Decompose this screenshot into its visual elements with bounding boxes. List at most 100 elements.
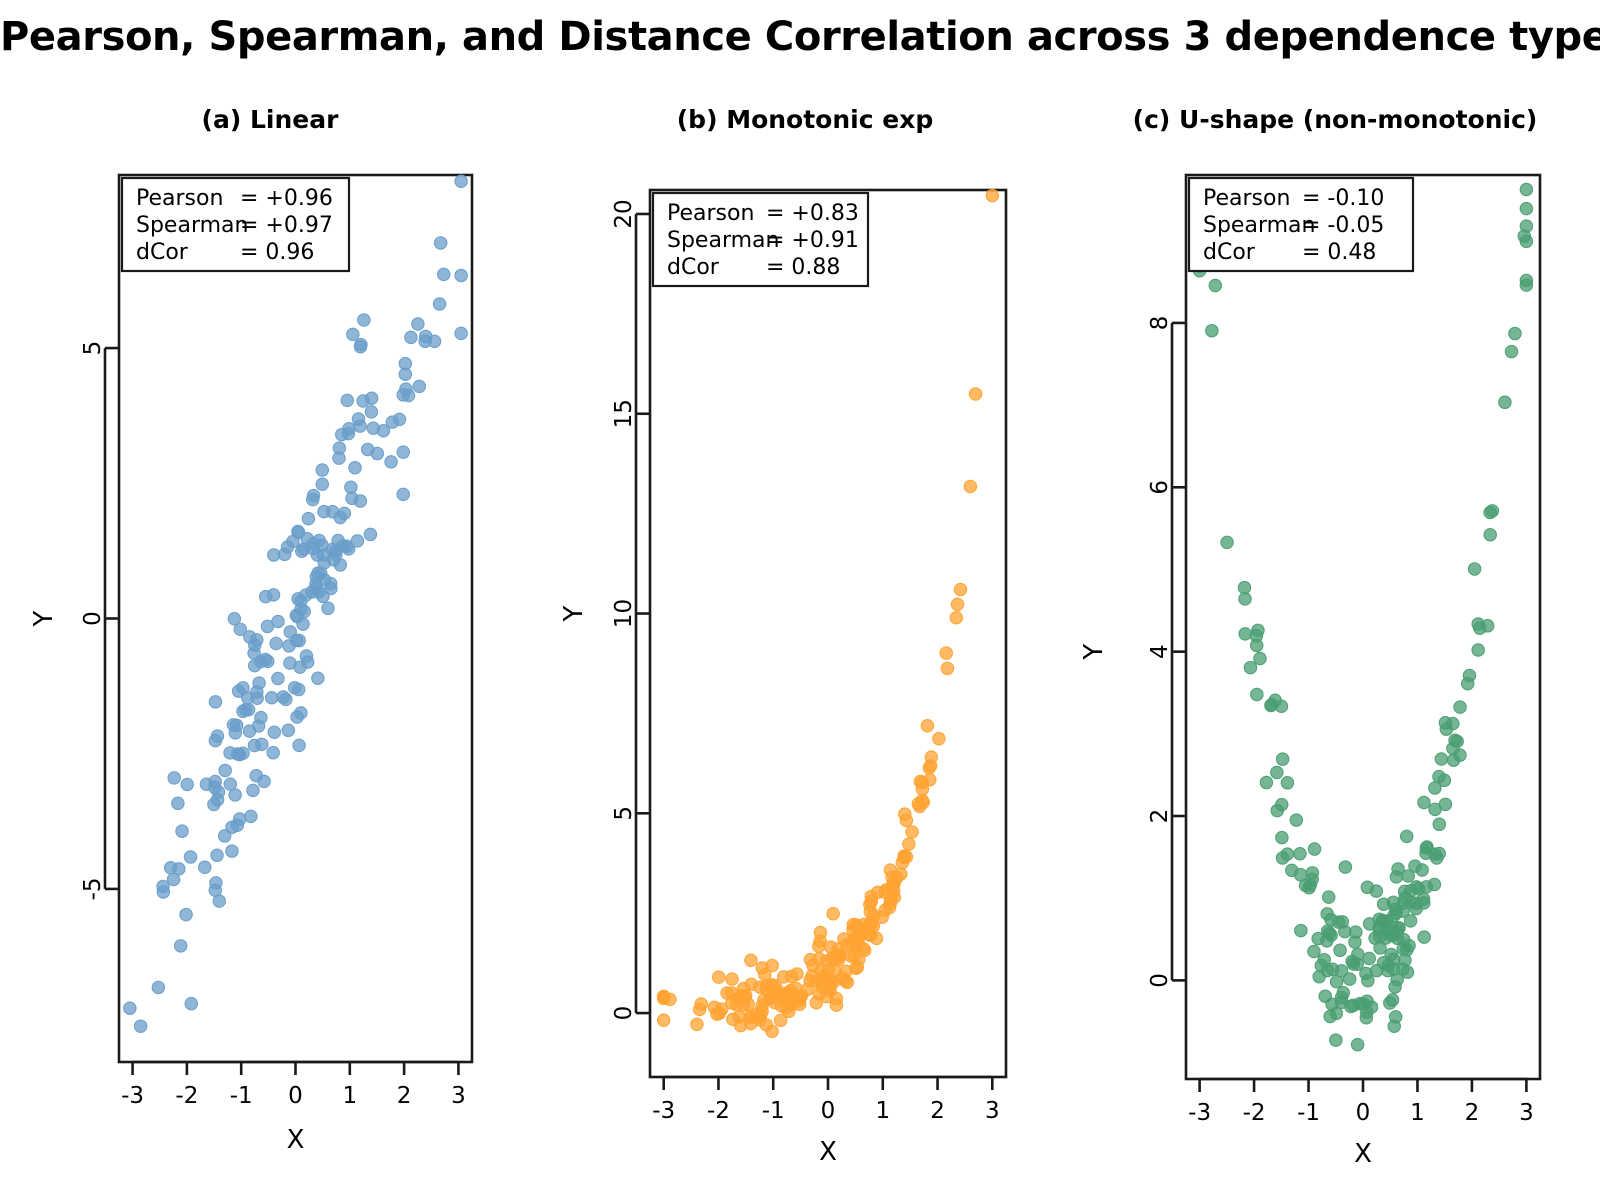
scatter-point [1334, 964, 1349, 978]
scatter-point [325, 542, 340, 557]
scatter-point [905, 825, 919, 839]
scatter-point [1427, 877, 1442, 892]
scatter-point [1369, 884, 1384, 898]
stats-box-border [651, 191, 870, 288]
scatter-point [1385, 993, 1400, 1007]
scatter-point [227, 611, 242, 626]
scatter-point [939, 646, 953, 660]
scatter-point [817, 969, 831, 984]
scatter-point [223, 777, 238, 791]
panel-c-title: (c) U-shape (non-monotonic) [1132, 105, 1538, 134]
scatter-point [1336, 985, 1351, 1000]
y-tick-label: 5 [80, 341, 106, 356]
panel-linear: (a) Linear -3 -2 -1 0 1 2 3 X -5 0 5 Y Pearson = +0.9… [0, 0, 540, 1200]
scatter-point [1342, 972, 1357, 986]
scatter-point [226, 718, 241, 732]
y-axis-title: Y [29, 610, 59, 627]
scatter-point [210, 848, 224, 863]
scatter-point [283, 656, 297, 670]
scatter-point [656, 990, 671, 1004]
scatter-point [1432, 817, 1447, 832]
y-axis-title: Y [559, 605, 589, 622]
scatter-point [1320, 963, 1335, 978]
scatter-point [1338, 860, 1353, 874]
scatter-point [296, 617, 310, 631]
scatter-point [179, 907, 193, 922]
scatter-point [271, 671, 285, 686]
scatter-plot-u-shape[interactable]: -3 -2 -1 0 1 2 3 X 0 2 4 6 8 Y Pearson = -0.10Spearman=… [1070, 0, 1600, 1200]
scatter-point [1517, 229, 1532, 243]
scatter-point [269, 636, 283, 651]
scatter-point [923, 759, 938, 773]
scatter-point [849, 961, 863, 976]
scatter-point [133, 1019, 148, 1033]
scatter-point [920, 719, 935, 733]
scatter-point [712, 1006, 727, 1021]
scatter-point [236, 746, 250, 760]
scatter-point [1417, 930, 1431, 944]
scatter-point [1243, 660, 1258, 675]
panel-a-title: (a) Linear [201, 105, 339, 134]
scatter-point [123, 1001, 137, 1015]
y-tick-label: 0 [1147, 973, 1173, 988]
x-tick-label: 2 [1465, 1100, 1480, 1126]
scatter-point [166, 872, 181, 887]
scatter-point [287, 680, 302, 695]
scatter-point [1259, 775, 1274, 790]
scatter-point [1483, 528, 1497, 542]
scatter-point [1460, 676, 1475, 691]
scatter-point [1359, 966, 1373, 981]
scatter-point [316, 589, 330, 604]
scatter-point [345, 491, 359, 506]
scatter-point [963, 479, 978, 494]
scatter-point [1270, 765, 1284, 780]
scatter-point [404, 330, 418, 345]
scatter-point [1293, 846, 1307, 861]
y-tick-label: 2 [1147, 809, 1173, 824]
scatter-point [1428, 802, 1442, 817]
scatter-point [812, 951, 826, 966]
scatter-point [1238, 627, 1252, 641]
y-axis: 0 5 10 15 20 Y [559, 199, 649, 1020]
scatter-point [1362, 951, 1376, 966]
scatter-point [1381, 958, 1396, 973]
pearson-stat: Pearson = +0.96 [136, 186, 333, 211]
scatter-point [1448, 733, 1462, 748]
scatter-point [866, 919, 881, 933]
scatter-point [233, 622, 248, 637]
scatter-point [315, 463, 330, 477]
x-axis: -3 -2 -1 0 1 2 3 X [652, 1075, 1000, 1167]
scatter-point [1298, 878, 1313, 893]
scatter-point [163, 861, 178, 875]
y-axis: -5 0 5 Y [29, 341, 118, 900]
scatter-point [171, 796, 185, 811]
scatter-point [412, 379, 427, 394]
scatter-point [292, 738, 306, 753]
spearman-stat: Spearman= +0.91 [667, 228, 859, 253]
scatter-point [902, 837, 916, 851]
x-tick-label: -3 [652, 1098, 675, 1124]
y-tick-label: 0 [80, 611, 106, 626]
scatter-point [1408, 859, 1422, 873]
scatter-point [208, 733, 223, 748]
scatter-point [346, 327, 360, 342]
scatter-point [173, 939, 188, 953]
y-tick-label: 5 [611, 806, 637, 821]
dcor-stat: dCor = 0.48 [1203, 240, 1376, 265]
scatter-point [1321, 890, 1336, 904]
x-tick-label: 3 [985, 1098, 1000, 1124]
scatter-point [1322, 926, 1337, 941]
scatter-plot-linear[interactable]: -3 -2 -1 0 1 2 3 X -5 0 5 Y Pearson = +0.96Spearman= … [0, 0, 540, 1200]
scatter-point [1519, 201, 1534, 216]
scatter-point [312, 533, 326, 548]
y-tick-label: -5 [80, 877, 106, 900]
scatter-point [238, 703, 253, 717]
scatter-point [765, 1024, 779, 1039]
scatter-point [789, 989, 803, 1003]
scatter-plot-monotonic-exp[interactable]: -3 -2 -1 0 1 2 3 X 0 5 10 15 20 Y Pearson = +0.83Spearm… [540, 0, 1070, 1200]
scatter-point [432, 297, 447, 311]
x-tick-label: -1 [762, 1098, 785, 1124]
scatter-point [1220, 535, 1234, 550]
panel-monotonic-exp: (b) Monotonic exp -3 -2 -1 0 1 2 3 X 0 5 10 15 20 Y Pe… [540, 0, 1070, 1200]
scatter-point [1362, 917, 1377, 931]
